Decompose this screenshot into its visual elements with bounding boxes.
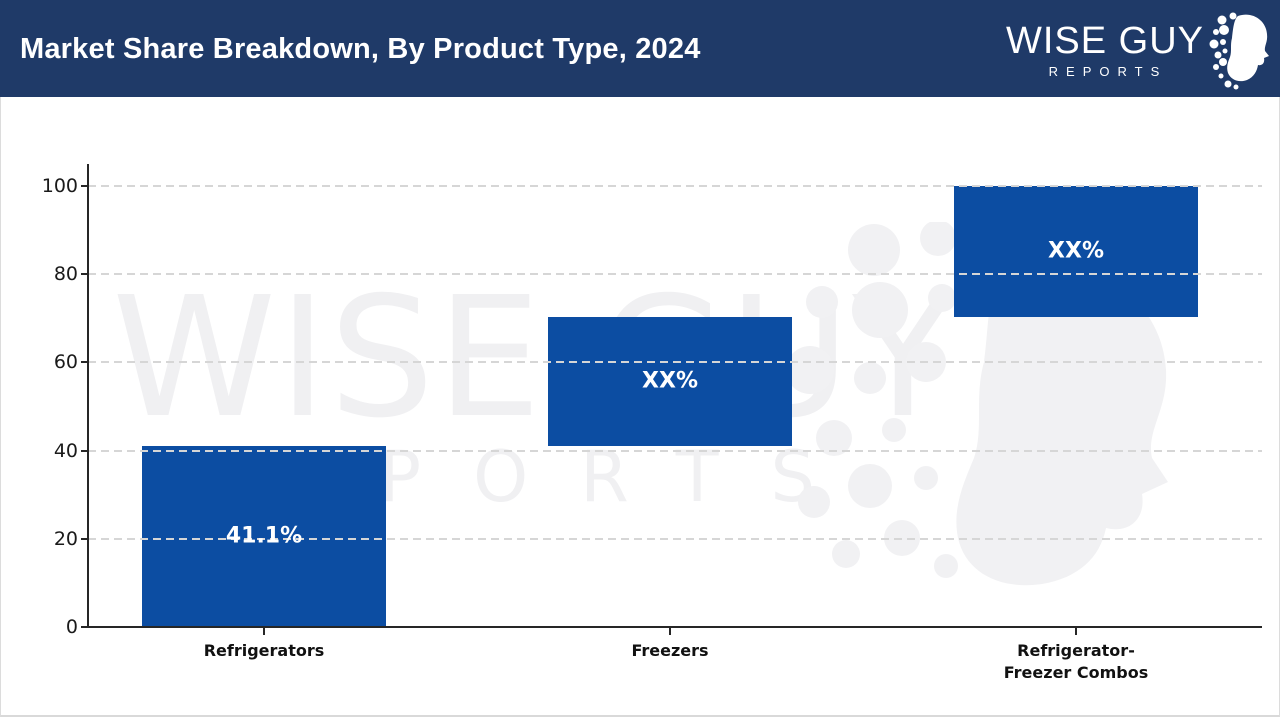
- bar-value-label: 41.1%: [225, 523, 303, 549]
- y-axis-tick: [81, 537, 88, 540]
- bar-segment: [548, 316, 792, 446]
- gridline: [88, 185, 1262, 187]
- gridline: [88, 273, 1262, 276]
- logo-face-icon: [1209, 12, 1269, 90]
- logo-text: WISE GUY REPORTS: [1006, 22, 1204, 79]
- gridline: [88, 361, 1262, 364]
- y-axis-tick: [81, 449, 88, 452]
- x-axis-line: [87, 626, 1262, 628]
- y-axis-tick-label: 60: [53, 351, 78, 374]
- wise-guy-logo: WISE GUY REPORTS: [1006, 8, 1270, 92]
- logo-subtitle: REPORTS: [1048, 64, 1168, 79]
- y-axis-tick-label: 100: [41, 175, 78, 197]
- logo-wordmark: WISE GUY: [1005, 20, 1204, 62]
- gridline: [88, 537, 1262, 540]
- x-axis-tick: [1075, 628, 1077, 635]
- x-axis-tick: [669, 628, 671, 635]
- y-axis-tick: [81, 626, 88, 628]
- bar-segment: [954, 186, 1198, 317]
- page-title: Market Share Breakdown, By Product Type,…: [20, 33, 701, 65]
- y-axis-tick-label: 20: [53, 527, 78, 550]
- y-axis-tick: [81, 361, 88, 364]
- x-axis-category-label: Refrigerator- Freezer Combos: [1003, 641, 1149, 682]
- watermark-face-icon: [786, 222, 1168, 586]
- gridline: [88, 449, 1262, 452]
- x-axis-tick: [263, 628, 265, 635]
- bar-value-label: XX%: [1048, 238, 1104, 264]
- y-axis-tick: [81, 273, 88, 276]
- x-axis-category-label: Freezers: [631, 641, 709, 660]
- y-axis-tick-label: 0: [65, 616, 78, 638]
- y-axis-tick: [81, 185, 88, 187]
- header-band: Market Share Breakdown, By Product Type,…: [0, 0, 1280, 97]
- y-axis-tick-label: 80: [53, 263, 78, 286]
- bar-segment: [142, 445, 386, 627]
- y-axis-line: [87, 164, 89, 628]
- bar-value-label: XX%: [642, 368, 698, 394]
- x-axis-category-label: Refrigerators: [203, 641, 325, 660]
- y-axis-tick-label: 40: [53, 439, 78, 462]
